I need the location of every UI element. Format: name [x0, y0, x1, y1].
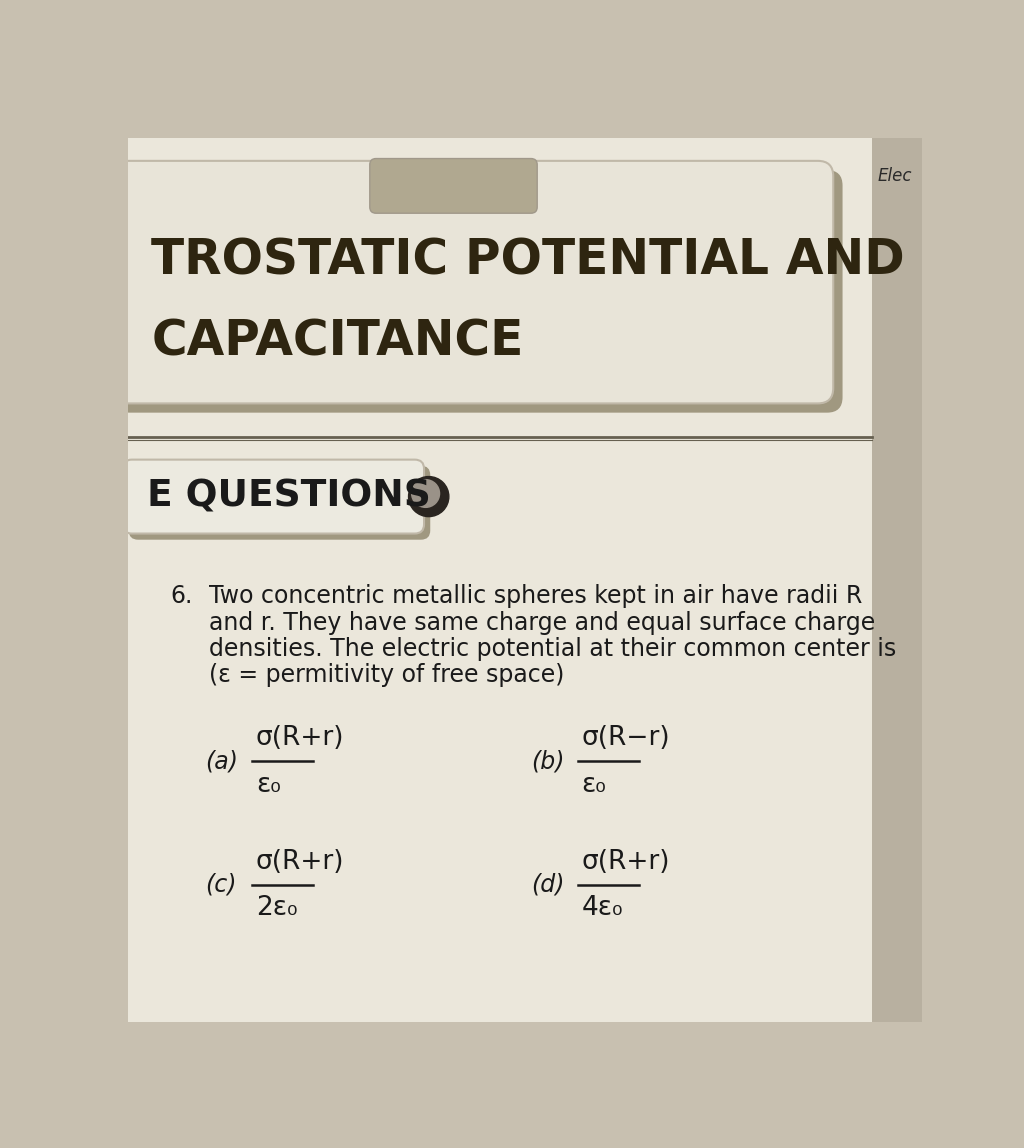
Text: Elec: Elec	[878, 166, 912, 185]
Text: (c): (c)	[206, 872, 237, 897]
Text: 2ε₀: 2ε₀	[256, 894, 297, 921]
Polygon shape	[872, 138, 922, 1022]
Text: σ(R+r): σ(R+r)	[582, 848, 670, 875]
Text: (ε = permitivity of free space): (ε = permitivity of free space)	[209, 662, 565, 687]
Text: TROSTATIC POTENTIAL AND: TROSTATIC POTENTIAL AND	[152, 236, 905, 285]
Text: Two concentric metallic spheres kept in air have radii R: Two concentric metallic spheres kept in …	[209, 584, 863, 608]
Text: and r. They have same charge and equal surface charge: and r. They have same charge and equal s…	[209, 611, 876, 635]
Text: densities. The electric potential at their common center is: densities. The electric potential at the…	[209, 637, 897, 661]
FancyBboxPatch shape	[114, 170, 843, 412]
Text: 4ε₀: 4ε₀	[582, 894, 623, 921]
Text: 6.: 6.	[171, 584, 193, 608]
Circle shape	[412, 480, 439, 507]
FancyBboxPatch shape	[104, 161, 834, 403]
Text: σ(R+r): σ(R+r)	[256, 848, 344, 875]
Text: σ(R+r): σ(R+r)	[256, 726, 344, 751]
FancyBboxPatch shape	[123, 459, 424, 534]
Text: (d): (d)	[531, 872, 564, 897]
Text: (b): (b)	[531, 750, 564, 774]
Text: CAPACITANCE: CAPACITANCE	[152, 318, 523, 366]
Polygon shape	[128, 138, 872, 1022]
Text: ε₀: ε₀	[256, 771, 281, 798]
FancyBboxPatch shape	[370, 158, 538, 214]
Text: ε₀: ε₀	[582, 771, 606, 798]
Text: E QUESTIONS: E QUESTIONS	[147, 479, 431, 514]
FancyBboxPatch shape	[129, 466, 430, 540]
Text: σ(R−r): σ(R−r)	[582, 726, 670, 751]
Circle shape	[409, 476, 449, 517]
Text: (a): (a)	[206, 750, 239, 774]
